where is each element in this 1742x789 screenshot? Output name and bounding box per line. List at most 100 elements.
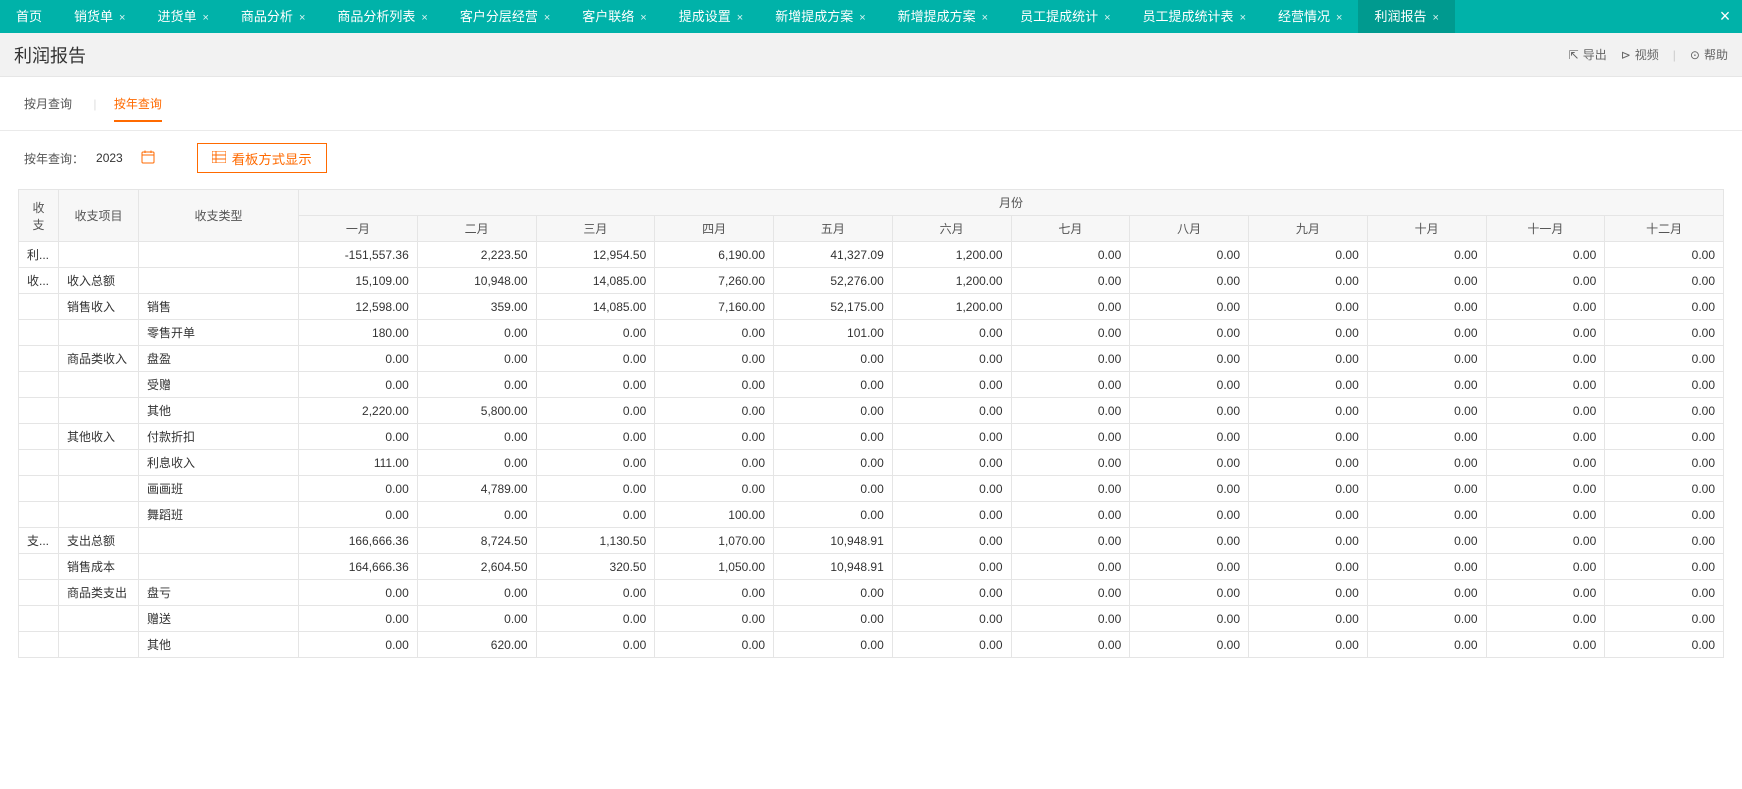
cell-value: 0.00 <box>1605 346 1724 372</box>
cell-value: 0.00 <box>1249 476 1368 502</box>
cell-value: 0.00 <box>1249 398 1368 424</box>
th-type: 收支类型 <box>139 190 299 242</box>
year-filter-label: 按年查询： <box>24 150 84 167</box>
tab-item[interactable]: 商品分析× <box>225 0 321 33</box>
cell-value: 0.00 <box>1130 242 1249 268</box>
tabbar-close-button[interactable]: × <box>1708 0 1742 33</box>
cell-value: 0.00 <box>417 372 536 398</box>
cell-value: 0.00 <box>1367 632 1486 658</box>
tab-item[interactable]: 客户分层经营× <box>444 0 566 33</box>
kanban-view-button[interactable]: 看板方式显示 <box>197 143 327 173</box>
cell-value: 0.00 <box>1011 580 1130 606</box>
export-button[interactable]: ⇱ 导出 <box>1569 46 1607 63</box>
cell-value: 0.00 <box>299 580 418 606</box>
cell-value: 5,800.00 <box>417 398 536 424</box>
tab-item[interactable]: 经营情况× <box>1262 0 1358 33</box>
cell-value: 0.00 <box>655 632 774 658</box>
tab-item[interactable]: 首页 <box>0 0 58 33</box>
close-icon[interactable]: × <box>1432 12 1438 24</box>
export-label: 导出 <box>1583 46 1607 63</box>
cell-value: 0.00 <box>1130 502 1249 528</box>
cell-value: 0.00 <box>536 450 655 476</box>
tab-bar: 首页销货单×进货单×商品分析×商品分析列表×客户分层经营×客户联络×提成设置×新… <box>0 0 1742 33</box>
play-icon: ⊳ <box>1621 48 1631 62</box>
cell-value: 0.00 <box>1486 320 1605 346</box>
th-month: 四月 <box>655 216 774 242</box>
cell-value: 0.00 <box>1367 372 1486 398</box>
cell-type <box>139 554 299 580</box>
cell-value: 0.00 <box>1367 450 1486 476</box>
cell-value: 0.00 <box>299 346 418 372</box>
cell-category <box>19 424 59 450</box>
subtab-separator: | <box>93 97 96 111</box>
profit-table: 收支 收支项目 收支类型 月份 一月二月三月四月五月六月七月八月九月十月十一月十… <box>18 189 1724 658</box>
cell-item <box>59 476 139 502</box>
tab-yearly-query[interactable]: 按年查询 <box>114 91 162 122</box>
tab-item[interactable]: 提成设置× <box>663 0 759 33</box>
help-button[interactable]: ⊙ 帮助 <box>1690 46 1728 63</box>
close-icon[interactable]: × <box>299 12 305 24</box>
tab-item[interactable]: 客户联络× <box>566 0 662 33</box>
cell-value: 0.00 <box>1367 268 1486 294</box>
tab-monthly-query[interactable]: 按月查询 <box>24 91 72 120</box>
close-icon[interactable]: × <box>1104 12 1110 24</box>
cell-value: 0.00 <box>892 502 1011 528</box>
cell-value: 0.00 <box>1605 398 1724 424</box>
cell-value: 0.00 <box>1011 528 1130 554</box>
cell-value: 0.00 <box>1486 632 1605 658</box>
tab-item[interactable]: 新增提成方案× <box>882 0 1004 33</box>
cell-value: 359.00 <box>417 294 536 320</box>
cell-value: 0.00 <box>299 372 418 398</box>
close-icon[interactable]: × <box>202 12 208 24</box>
cell-value: 0.00 <box>1367 424 1486 450</box>
cell-value: 0.00 <box>417 320 536 346</box>
tab-item[interactable]: 利润报告× <box>1358 0 1454 33</box>
cell-value: 0.00 <box>536 580 655 606</box>
cell-value: 0.00 <box>417 502 536 528</box>
video-label: 视频 <box>1635 46 1659 63</box>
cell-value: 0.00 <box>655 476 774 502</box>
th-month: 三月 <box>536 216 655 242</box>
cell-value: 0.00 <box>1249 606 1368 632</box>
tab-item[interactable]: 员工提成统计× <box>1004 0 1126 33</box>
cell-item <box>59 372 139 398</box>
close-icon[interactable]: × <box>982 12 988 24</box>
tab-item[interactable]: 员工提成统计表× <box>1127 0 1262 33</box>
tab-item[interactable]: 进货单× <box>141 0 224 33</box>
tab-item[interactable]: 新增提成方案× <box>759 0 881 33</box>
cell-value: 0.00 <box>1486 424 1605 450</box>
close-icon[interactable]: × <box>737 12 743 24</box>
close-icon[interactable]: × <box>640 12 646 24</box>
close-icon[interactable]: × <box>421 12 427 24</box>
cell-item: 商品类支出 <box>59 580 139 606</box>
cell-category <box>19 346 59 372</box>
calendar-icon[interactable] <box>141 150 155 167</box>
tab-item[interactable]: 销货单× <box>58 0 141 33</box>
year-value[interactable]: 2023 <box>96 151 123 165</box>
close-icon[interactable]: × <box>1336 12 1342 24</box>
cell-value: 12,598.00 <box>299 294 418 320</box>
cell-value: 0.00 <box>1011 424 1130 450</box>
cell-type: 赠送 <box>139 606 299 632</box>
close-icon[interactable]: × <box>1240 12 1246 24</box>
video-button[interactable]: ⊳ 视频 <box>1621 46 1659 63</box>
cell-value: 111.00 <box>299 450 418 476</box>
cell-value: 0.00 <box>655 320 774 346</box>
cell-category: 利... <box>19 242 59 268</box>
cell-value: 0.00 <box>892 476 1011 502</box>
cell-value: 0.00 <box>1486 476 1605 502</box>
close-icon[interactable]: × <box>544 12 550 24</box>
cell-item: 销售收入 <box>59 294 139 320</box>
tab-item[interactable]: 商品分析列表× <box>321 0 443 33</box>
cell-type: 销售 <box>139 294 299 320</box>
cell-value: 0.00 <box>1249 320 1368 346</box>
cell-value: 0.00 <box>1249 502 1368 528</box>
table-row: 利...-151,557.362,223.5012,954.506,190.00… <box>19 242 1724 268</box>
cell-value: 0.00 <box>299 502 418 528</box>
cell-value: 7,260.00 <box>655 268 774 294</box>
close-icon[interactable]: × <box>859 12 865 24</box>
cell-value: 0.00 <box>1367 476 1486 502</box>
cell-value: 12,954.50 <box>536 242 655 268</box>
cell-value: 0.00 <box>892 580 1011 606</box>
close-icon[interactable]: × <box>119 12 125 24</box>
